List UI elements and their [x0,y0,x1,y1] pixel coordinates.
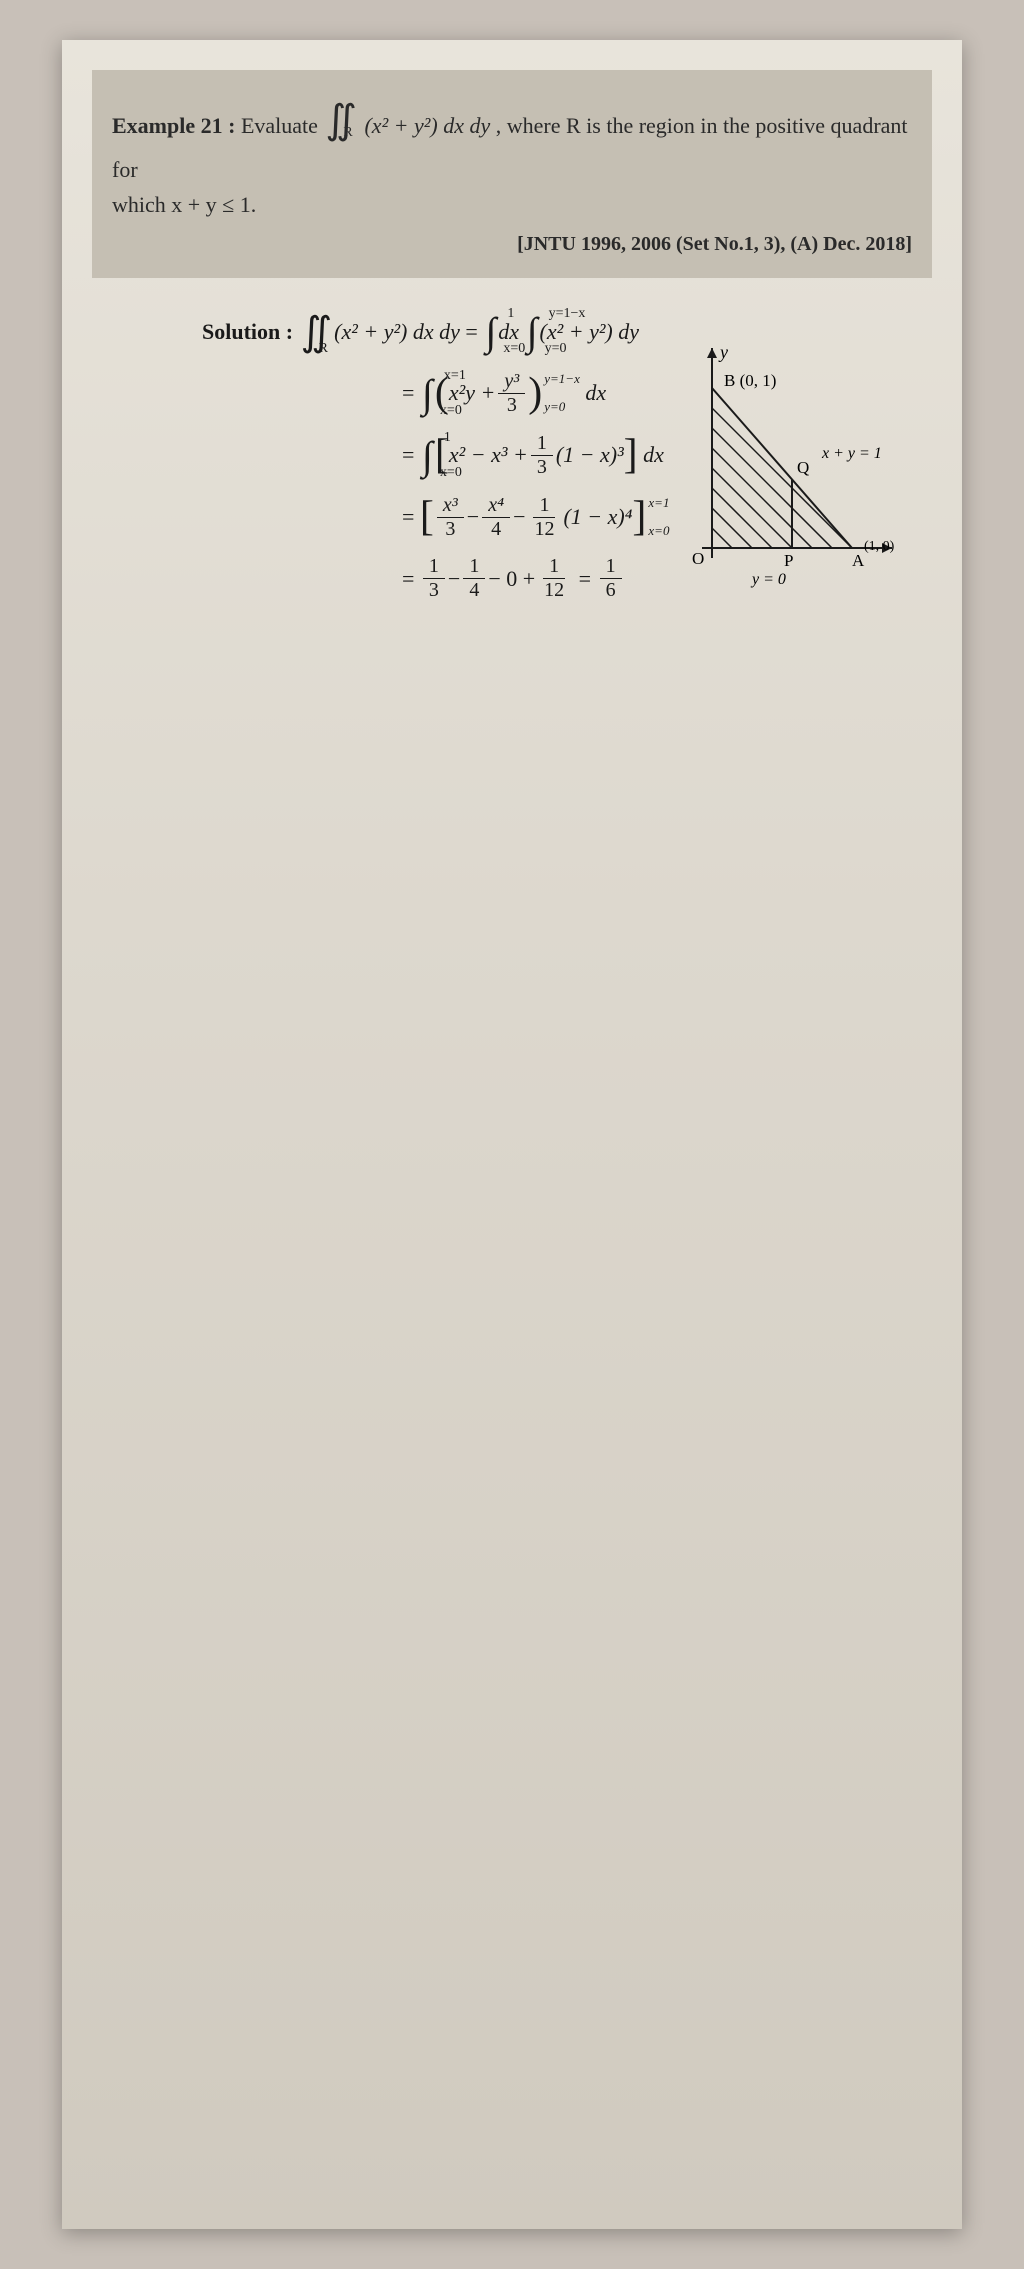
header-integrand: (x² + y²) dx dy [364,113,490,138]
l5-f2-num: 1 [463,555,485,579]
l5-f1: 1 3 [423,555,445,602]
l4-f3-den: 12 [528,518,560,541]
source-citation: [JNTU 1996, 2006 (Set No.1, 3), (A) Dec.… [112,228,912,260]
y0-label: y = 0 [750,571,786,588]
rhs-inner-int: ∫ y=1−x y=0 [527,308,538,355]
l5-f4-num: 1 [600,555,622,579]
lhs-double-integral: ∬R [301,308,333,355]
l5-f4: 1 6 [600,555,622,602]
l5-f2: 1 4 [463,555,485,602]
l5-f1-den: 3 [423,579,445,602]
prompt-pre: Evaluate [241,113,323,138]
rhs-inner-lower: y=0 [545,341,567,357]
l4-f2: x⁴ 4 [482,494,510,541]
integral-sub-R: R [343,122,352,144]
A-coord: (1, 0) [864,539,895,554]
lhs-sub: R [319,341,328,357]
l5-f4-den: 6 [600,579,622,602]
l4-f2-den: 4 [485,518,507,541]
equals-2: = [402,380,414,406]
l5-f3-den: 12 [538,579,570,602]
l5-f3-num: 1 [543,555,565,579]
lhs-integrand: (x² + y²) dx dy [334,319,460,345]
l3-int-upper: 1 [444,430,451,446]
l3-frac: 1 3 [531,432,553,479]
y-label: y [718,342,728,362]
double-integral-symbol: ∬R [325,97,357,142]
region-diagram: y B (0, 1) Q x + y = 1 O P y = 0 A (1, 0… [652,328,912,588]
l2-bounds: y=1−x y=0 [544,371,580,415]
l4-f3: 1 12 [528,494,560,541]
page: Example 21 : Evaluate ∬R (x² + y²) dx dy… [62,40,962,2229]
rhs-outer-int: ∫ 1 x=0 [485,308,496,355]
l2-int-upper: x=1 [444,368,466,384]
l2-frac-den: 3 [501,394,523,417]
O-label: O [692,549,704,568]
equals-4: = [402,504,414,530]
l2-int-lower: x=0 [440,403,462,419]
Q-label: Q [797,458,809,477]
l4-f1-num: x³ [437,494,464,518]
l4-minus2: − [513,504,525,530]
condition-line: which x + y ≤ 1. [112,187,912,222]
l5-f3: 1 12 [538,555,570,602]
l4-f1: x³ 3 [437,494,464,541]
hatching [692,368,872,588]
l2-frac: y³ 3 [498,370,525,417]
l4-minus1: − [467,504,479,530]
l2-bounds-upper: y=1−x [544,371,580,387]
l3-int: ∫ 1 x=0 [422,432,433,479]
l4-lbracket: [ [420,493,434,541]
l2-rparen: ) [528,369,542,417]
l4-f1-den: 3 [439,518,461,541]
l5-minus2: − 0 + [488,566,535,592]
l2-frac-num: y³ [498,370,525,394]
l3-frac-den: 3 [531,456,553,479]
l5-f1-num: 1 [423,555,445,579]
l5-minus1: − [448,566,460,592]
l4-rbracket: ] [632,493,646,541]
rhs-outer-lower: x=0 [503,341,525,357]
solution-label: Solution : [202,319,293,345]
l2-tail: dx [585,380,606,406]
l2-bounds-lower: y=0 [544,399,580,415]
equals-5: = [402,566,414,592]
example-prompt-line: Example 21 : Evaluate ∬R (x² + y²) dx dy… [112,88,912,187]
equals-3: = [402,442,414,468]
l4-f2-num: x⁴ [482,494,510,518]
l4-f3-post: (1 − x)⁴ [563,504,632,530]
solution-area: y B (0, 1) Q x + y = 1 O P y = 0 A (1, 0… [122,308,902,602]
l5-eq2: = [579,566,591,592]
l3-frac-num: 1 [531,432,553,456]
example-header: Example 21 : Evaluate ∬R (x² + y²) dx dy… [92,70,932,278]
l4-f3-num: 1 [533,494,555,518]
l3-post: (1 − x)³ [556,442,624,468]
example-label: Example 21 : [112,113,235,138]
rhs-inner-upper: y=1−x [549,306,586,322]
l3-rbracket: ] [624,431,638,479]
rhs-outer-upper: 1 [507,306,514,322]
line-eq-label: x + y = 1 [821,445,882,462]
l2-int: ∫ x=1 x=0 [422,370,433,417]
l3-int-lower: x=0 [440,465,462,481]
P-label: P [784,551,793,570]
diagram-svg: y B (0, 1) Q x + y = 1 O P y = 0 A (1, 0… [652,328,912,588]
y-arrow [707,348,717,358]
l5-f2-den: 4 [463,579,485,602]
B-label: B (0, 1) [724,371,776,390]
